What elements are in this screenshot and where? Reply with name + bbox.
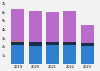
Bar <box>63 45 76 64</box>
Bar <box>11 41 24 42</box>
Bar <box>63 11 76 42</box>
Bar <box>29 46 42 64</box>
Bar <box>81 25 94 43</box>
Bar <box>11 42 24 45</box>
Bar <box>11 45 24 64</box>
Bar <box>46 42 59 45</box>
Bar <box>29 42 42 46</box>
Bar <box>63 42 76 45</box>
Bar <box>29 11 42 42</box>
Bar <box>81 46 94 64</box>
Bar <box>46 12 59 42</box>
Bar <box>46 45 59 64</box>
Bar <box>81 43 94 46</box>
Bar <box>11 9 24 41</box>
